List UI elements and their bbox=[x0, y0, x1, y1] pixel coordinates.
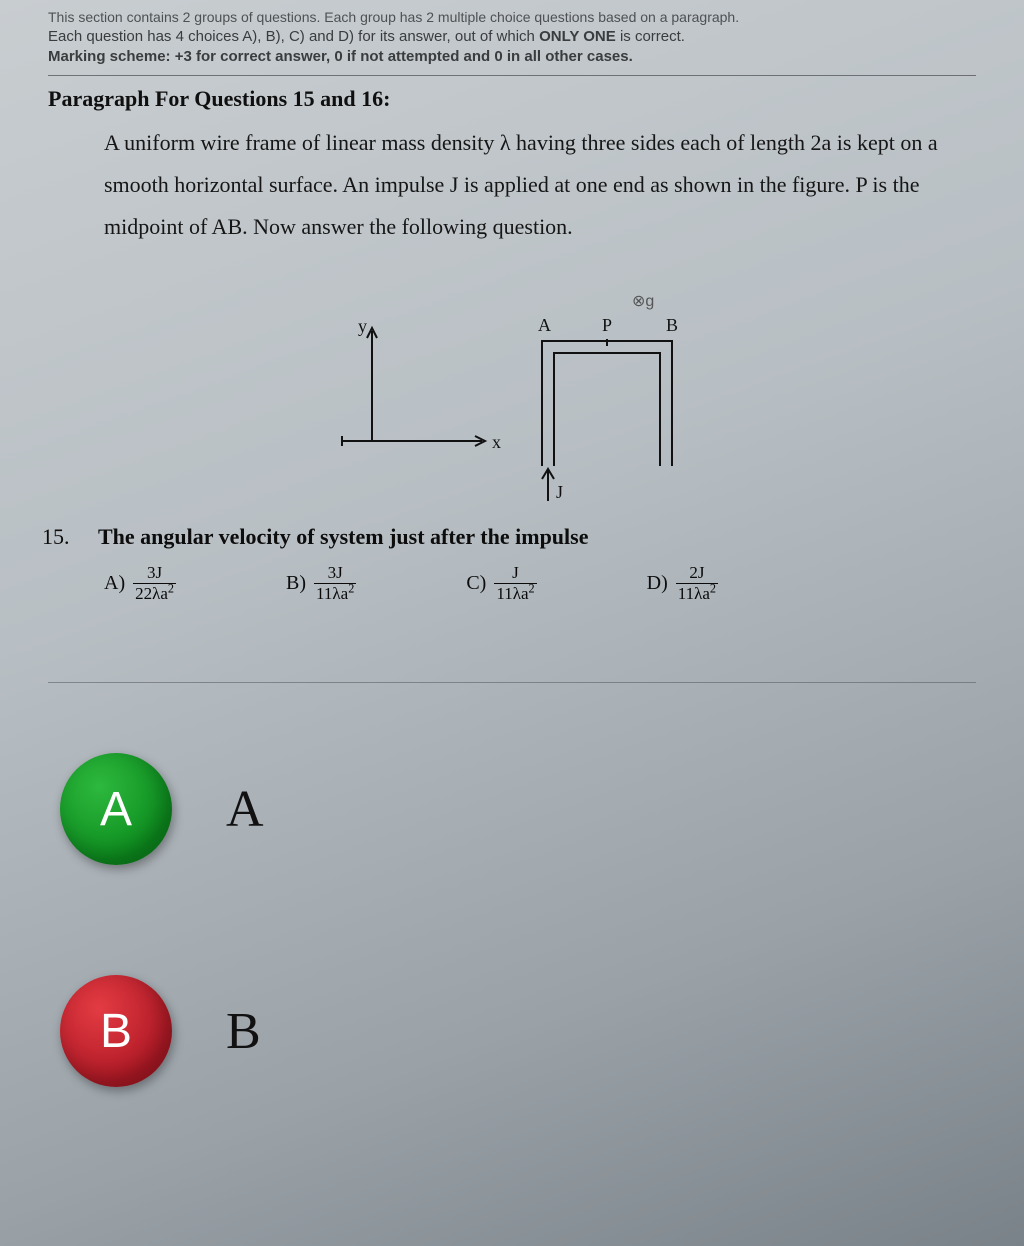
choice-d-num: 2J bbox=[687, 564, 706, 582]
paragraph-body: A uniform wire frame of linear mass dens… bbox=[48, 122, 976, 247]
axis-y-label: y bbox=[358, 316, 367, 336]
axis-x-label: x bbox=[492, 432, 501, 452]
badge-b[interactable]: B bbox=[60, 975, 172, 1087]
label-b: B bbox=[666, 315, 678, 335]
g-symbol: ⊗g bbox=[632, 293, 654, 310]
choice-d-den: 11λa2 bbox=[676, 585, 718, 603]
instructions-line-3: Marking scheme: +3 for correct answer, 0… bbox=[48, 47, 976, 67]
choice-d-frac: 2J 11λa2 bbox=[676, 564, 718, 603]
choice-d[interactable]: D) 2J 11λa2 bbox=[647, 564, 718, 603]
answer-row-a: A A bbox=[48, 753, 976, 865]
choice-a-den: 22λa2 bbox=[133, 585, 176, 603]
instructions-line-1: This section contains 2 groups of questi… bbox=[48, 8, 976, 27]
choice-b-frac: 3J 11λa2 bbox=[314, 564, 356, 603]
choice-a[interactable]: A) 3J 22λa2 bbox=[104, 564, 176, 603]
choices-row: A) 3J 22λa2 B) 3J 11λa2 C) J 11λa2 bbox=[48, 564, 976, 603]
label-j: J bbox=[556, 482, 563, 502]
choice-b[interactable]: B) 3J 11λa2 bbox=[286, 564, 356, 603]
choice-c[interactable]: C) J 11λa2 bbox=[466, 564, 536, 603]
paragraph-heading: Paragraph For Questions 15 and 16: bbox=[48, 86, 976, 112]
diagram-container: y x ⊗g A P B J bbox=[48, 276, 976, 506]
choice-c-num: J bbox=[510, 564, 521, 582]
choice-c-label: C) bbox=[466, 572, 486, 595]
choice-a-num: 3J bbox=[145, 564, 164, 582]
choice-c-den: 11λa2 bbox=[494, 585, 536, 603]
instr2-post: is correct. bbox=[616, 28, 685, 45]
big-letter-b: B bbox=[226, 1002, 261, 1061]
question-number: 15. bbox=[42, 524, 80, 550]
label-p: P bbox=[602, 315, 612, 335]
question-row: 15. The angular velocity of system just … bbox=[42, 524, 976, 550]
divider-top bbox=[48, 75, 976, 76]
answer-row-b: B B bbox=[48, 975, 976, 1087]
choice-d-label: D) bbox=[647, 572, 668, 595]
choice-a-frac: 3J 22λa2 bbox=[133, 564, 176, 603]
question-text: The angular velocity of system just afte… bbox=[98, 524, 588, 550]
instr2-pre: Each question has 4 choices A), B), C) a… bbox=[48, 28, 539, 45]
divider-bottom bbox=[48, 682, 976, 683]
choice-c-frac: J 11λa2 bbox=[494, 564, 536, 603]
instr2-bold: ONLY ONE bbox=[539, 28, 616, 45]
instructions-line-2: Each question has 4 choices A), B), C) a… bbox=[48, 27, 976, 47]
choice-a-label: A) bbox=[104, 572, 125, 595]
label-a: A bbox=[538, 315, 551, 335]
choice-b-label: B) bbox=[286, 572, 306, 595]
choice-b-den: 11λa2 bbox=[314, 585, 356, 603]
badge-a[interactable]: A bbox=[60, 753, 172, 865]
choice-b-num: 3J bbox=[326, 564, 345, 582]
big-letter-a: A bbox=[226, 780, 264, 839]
diagram-svg: y x ⊗g A P B J bbox=[302, 276, 722, 506]
